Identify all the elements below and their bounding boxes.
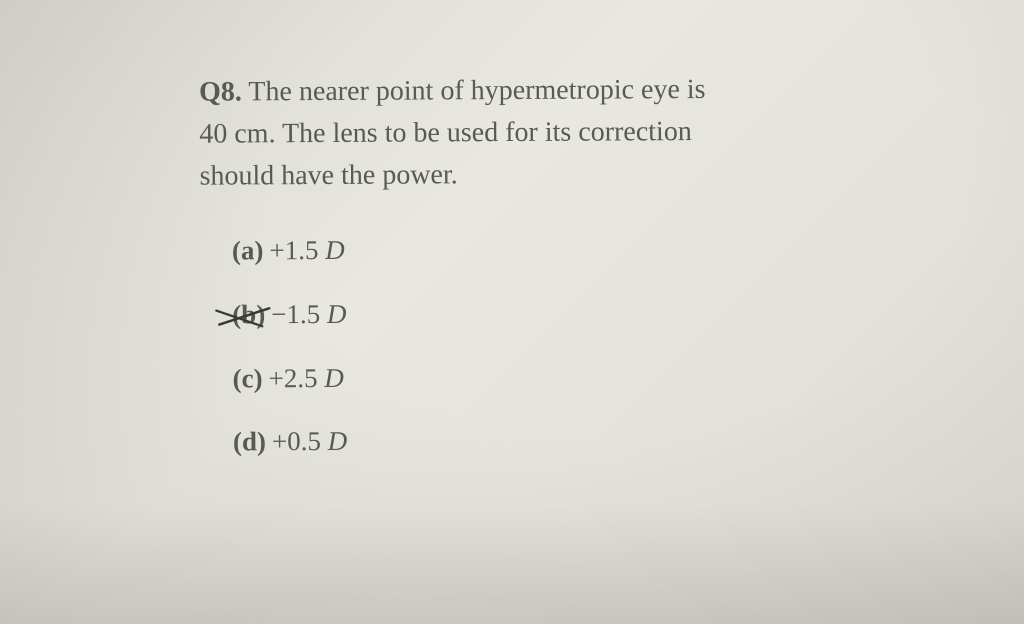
- question-line-3: should have the power.: [199, 159, 457, 191]
- option-a-label: (a): [232, 235, 264, 265]
- option-a-value: +1.5: [269, 235, 325, 265]
- option-b-value: −1.5: [271, 299, 327, 329]
- option-c-unit: D: [324, 362, 344, 392]
- options-list: (a)+1.5 D (b) −1.5 D (c)+2.5 D (d)+0.5 D: [200, 229, 935, 462]
- option-b-struck-wrapper: (b): [232, 296, 271, 334]
- option-b-unit: D: [327, 299, 347, 329]
- question-line-1: The nearer point of hypermetropic eye is: [248, 74, 705, 107]
- option-d-unit: D: [328, 426, 348, 456]
- option-d: (d)+0.5 D: [233, 420, 935, 461]
- page-content: Q8. The nearer point of hypermetropic ey…: [0, 0, 1024, 529]
- question-text: Q8. The nearer point of hypermetropic ey…: [199, 68, 934, 198]
- option-c: (c)+2.5 D: [233, 356, 935, 397]
- option-a: (a)+1.5 D: [232, 229, 934, 270]
- question-line-2: 40 cm. The lens to be used for its corre…: [199, 116, 692, 150]
- option-a-unit: D: [325, 235, 345, 265]
- option-d-value: +0.5: [272, 426, 328, 456]
- question-label: Q8.: [199, 76, 242, 107]
- option-b-label: (b): [232, 299, 265, 329]
- option-c-label: (c): [233, 363, 263, 393]
- option-c-value: +2.5: [268, 363, 324, 393]
- option-b: (b) −1.5 D: [232, 293, 934, 334]
- option-d-label: (d): [233, 427, 266, 457]
